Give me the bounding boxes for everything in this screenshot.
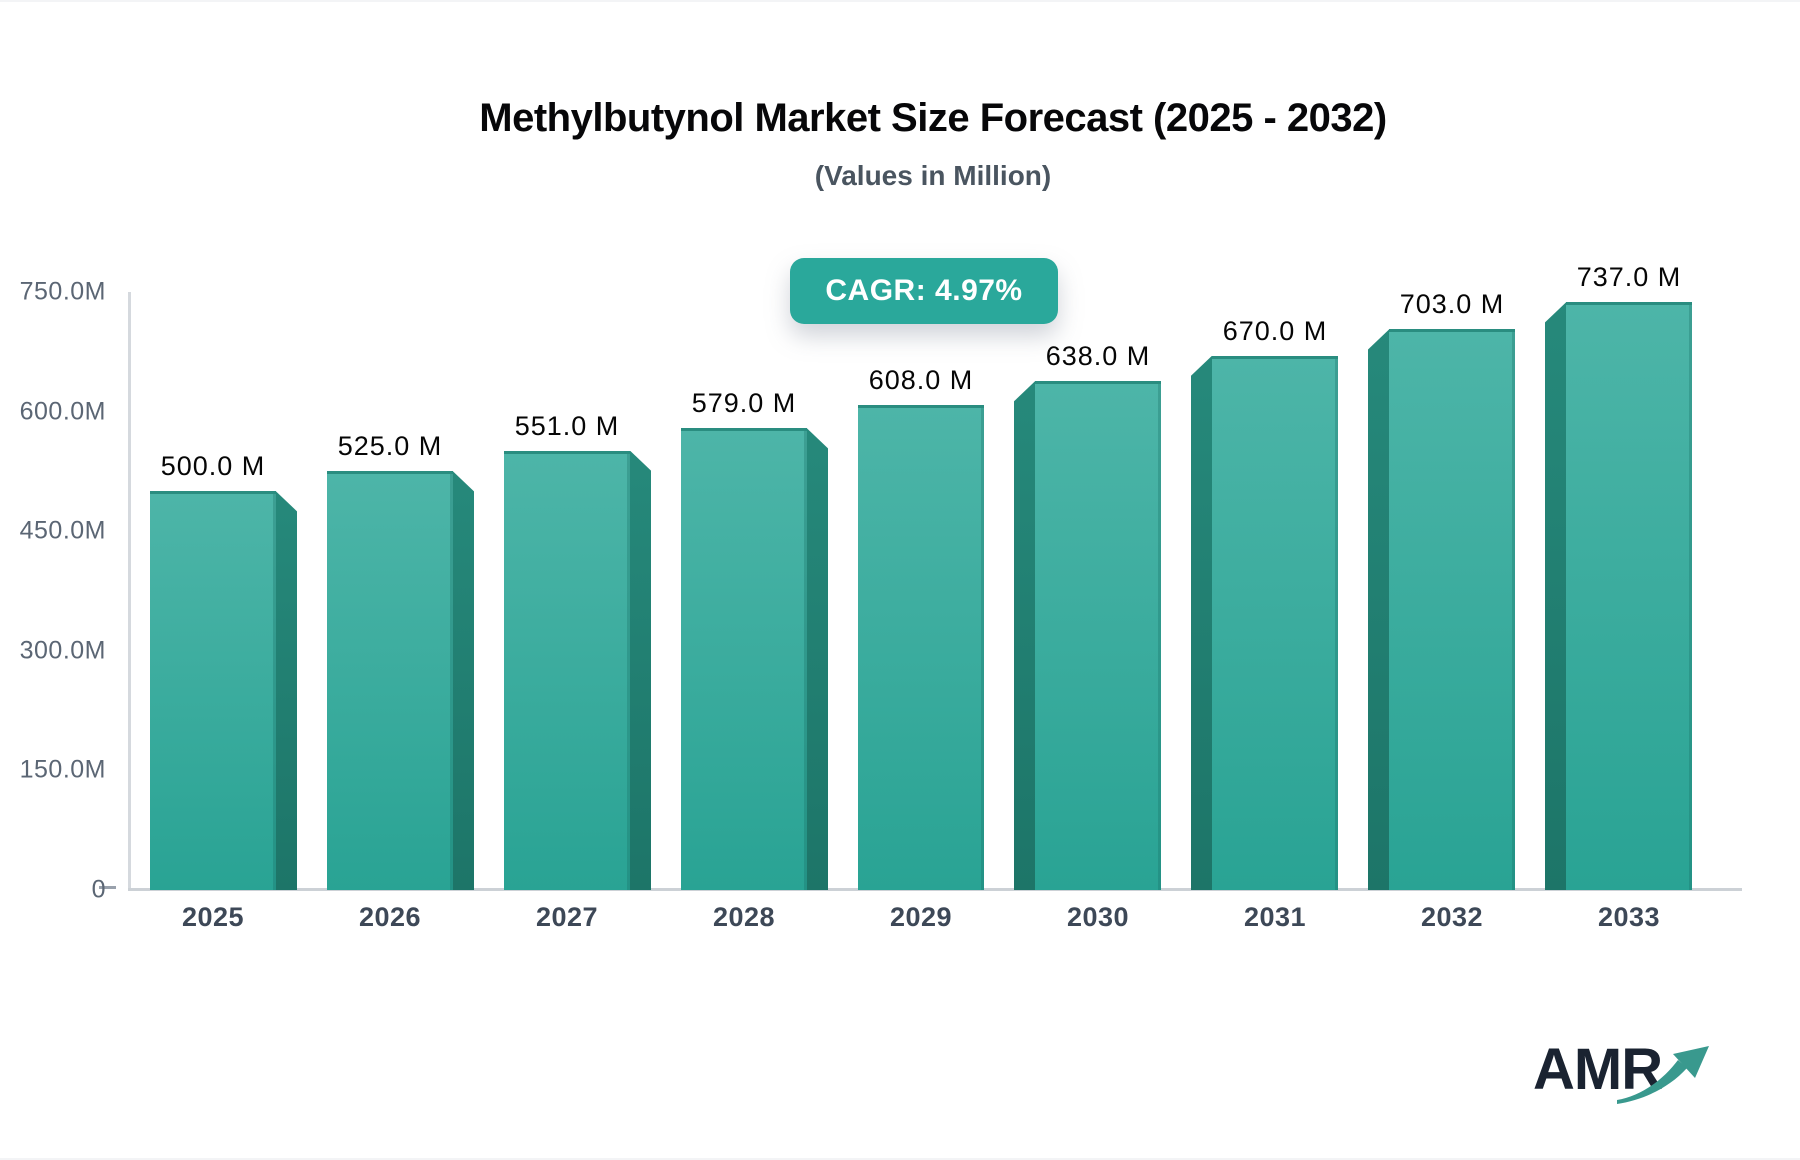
- bar-3d-side: [1191, 355, 1212, 890]
- bar-face: [858, 405, 984, 890]
- x-axis-label: 2033: [1597, 902, 1661, 932]
- x-axis-label: 2027: [535, 902, 599, 932]
- bar-value-label: 703.0 M: [1399, 289, 1505, 320]
- bar-value-label: 500.0 M: [160, 451, 266, 482]
- x-axis-label: 2031: [1243, 902, 1307, 932]
- y-axis-line: [128, 292, 131, 890]
- x-axis-label: 2032: [1420, 902, 1484, 932]
- bar-3d-side: [453, 471, 474, 890]
- bar-value-label: 638.0 M: [1045, 341, 1151, 372]
- bar-value-label: 608.0 M: [868, 365, 974, 396]
- y-axis-label: 300.0M: [19, 636, 106, 665]
- bar-face: [150, 491, 276, 890]
- chart-title: Methylbutynol Market Size Forecast (2025…: [479, 96, 1387, 140]
- zero-tick-mark: [99, 886, 116, 889]
- bar-3d-side: [1545, 302, 1566, 890]
- bar-2031: [1191, 355, 1338, 890]
- bar-face: [327, 471, 453, 890]
- y-axis-label: 450.0M: [19, 516, 106, 545]
- bar-2025: [150, 491, 297, 890]
- bar-2027: [504, 450, 651, 890]
- bar-2033: [1545, 302, 1692, 890]
- bar-value-label: 737.0 M: [1576, 262, 1682, 293]
- bar-2032: [1368, 329, 1515, 890]
- bar-face: [1389, 329, 1515, 890]
- y-axis-label: 750.0M: [19, 277, 106, 306]
- y-axis-label: 150.0M: [19, 755, 106, 784]
- x-axis-label: 2029: [889, 902, 953, 932]
- x-axis-label: 2030: [1066, 902, 1130, 932]
- amr-logo-text: AMR: [1533, 1037, 1663, 1102]
- bar-3d-side: [630, 450, 651, 890]
- bar-face: [1566, 302, 1692, 890]
- growth-arrow-icon: [1617, 1046, 1709, 1104]
- bar-3d-side: [1368, 329, 1389, 890]
- bar-2028: [681, 428, 828, 890]
- cagr-badge: CAGR: 4.97%: [790, 258, 1058, 324]
- bar-2026: [327, 471, 474, 890]
- bar-3d-side: [1014, 381, 1035, 890]
- bar-face: [504, 450, 630, 890]
- x-axis-label: 2026: [358, 902, 422, 932]
- x-axis-label: 2025: [181, 902, 245, 932]
- bar-2030: [1014, 381, 1161, 890]
- bar-2029: [858, 405, 984, 890]
- bar-value-label: 670.0 M: [1222, 315, 1328, 346]
- bar-face: [1035, 381, 1161, 890]
- bar-value-label: 579.0 M: [691, 388, 797, 419]
- x-axis-label: 2028: [712, 902, 776, 932]
- bar-value-label: 551.0 M: [514, 410, 620, 441]
- bar-face: [1212, 355, 1338, 890]
- bar-face: [681, 428, 807, 890]
- bar-value-label: 525.0 M: [337, 431, 443, 462]
- chart-subtitle: (Values in Million): [814, 160, 1052, 191]
- bar-3d-side: [276, 491, 297, 890]
- amr-logo: AMR: [1533, 1037, 1723, 1112]
- bar-3d-side: [807, 428, 828, 890]
- y-axis-label: 600.0M: [19, 397, 106, 426]
- y-axis-label: 0: [91, 875, 106, 904]
